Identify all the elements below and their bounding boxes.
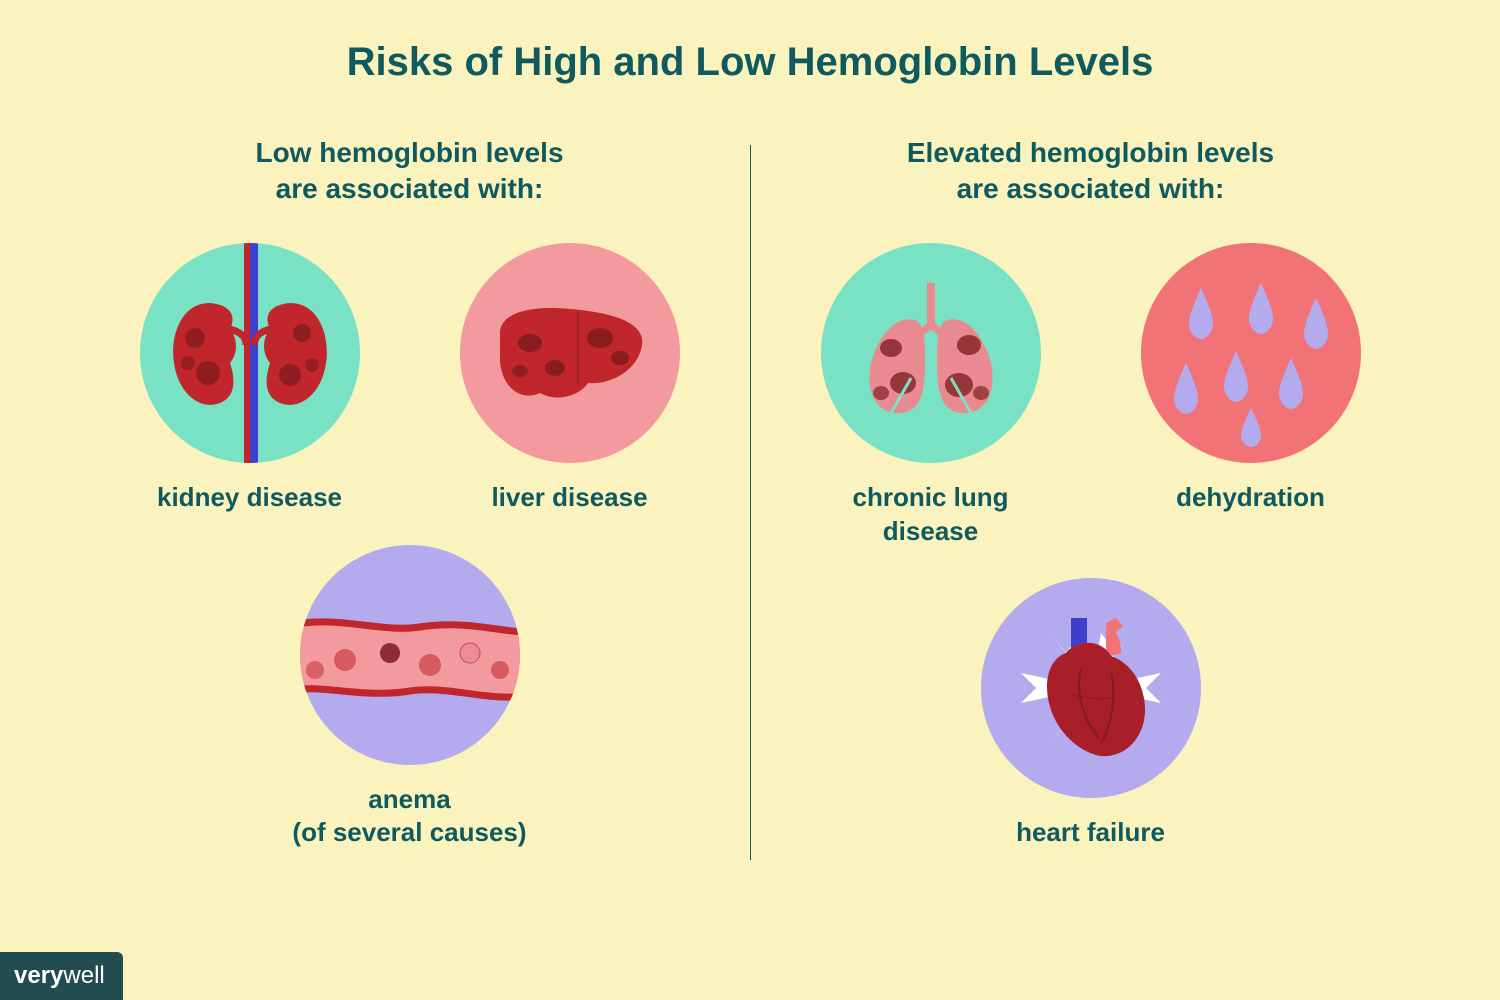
left-subtitle: Low hemoglobin levelsare associated with… [255, 135, 563, 208]
right-row-top: chronic lungdisease [806, 243, 1376, 549]
logo-part2: well [63, 962, 104, 990]
label-heart: heart failure [1016, 816, 1165, 850]
infographic-canvas: Risks of High and Low Hemoglobin Levels … [0, 0, 1500, 1000]
item-liver: liver disease [445, 243, 695, 515]
label-dehydration: dehydration [1176, 481, 1325, 515]
left-row-top: kidney disease [125, 243, 695, 515]
liver-icon [460, 243, 680, 463]
label-kidney: kidney disease [157, 481, 342, 515]
right-row-bottom: heart failure [966, 578, 1216, 850]
item-heart: heart failure [966, 578, 1216, 850]
item-lung: chronic lungdisease [806, 243, 1056, 549]
label-anemia: anema(of several causes) [292, 783, 526, 851]
left-row-bottom: anema(of several causes) [285, 545, 535, 851]
item-dehydration: dehydration [1126, 243, 1376, 549]
label-liver: liver disease [491, 481, 647, 515]
right-subtitle: Elevated hemoglobin levelsare associated… [907, 135, 1274, 208]
brand-logo: verywell [0, 952, 123, 1000]
left-column: Low hemoglobin levelsare associated with… [70, 135, 750, 880]
dehydration-icon [1141, 243, 1361, 463]
kidney-icon [140, 243, 360, 463]
right-column: Elevated hemoglobin levelsare associated… [751, 135, 1431, 880]
columns-wrapper: Low hemoglobin levelsare associated with… [0, 135, 1500, 880]
logo-part1: very [14, 962, 63, 990]
item-kidney: kidney disease [125, 243, 375, 515]
heart-icon [981, 578, 1201, 798]
lung-icon [821, 243, 1041, 463]
main-title: Risks of High and Low Hemoglobin Levels [0, 40, 1500, 85]
anemia-icon [300, 545, 520, 765]
label-lung: chronic lungdisease [853, 481, 1009, 549]
item-anemia: anema(of several causes) [285, 545, 535, 851]
